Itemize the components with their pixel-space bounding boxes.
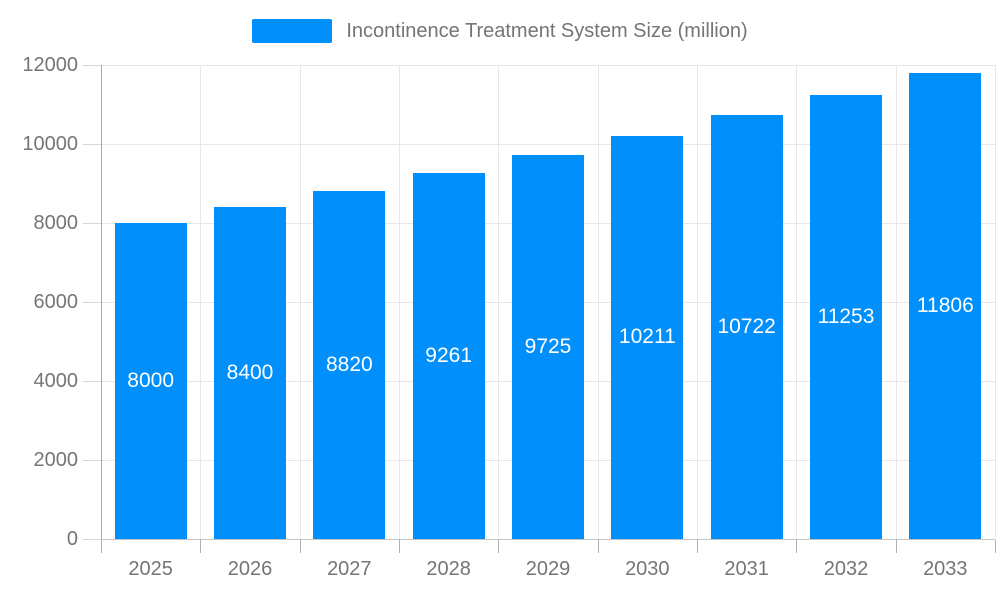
y-axis-label: 10000 [22,133,78,155]
y-axis-label: 8000 [33,212,79,234]
x-axis-label: 2032 [823,558,869,580]
y-gridline [101,65,995,66]
bar-value-label: 8820 [325,352,373,376]
x-tick [498,540,500,553]
legend-swatch-icon [252,19,333,43]
legend-label: Incontinence Treatment System Size (mill… [346,19,748,42]
y-axis-label: 0 [66,528,78,550]
bar[interactable] [214,207,286,539]
x-axis-line [101,539,995,540]
y-axis-label: 12000 [22,54,78,76]
x-gridline [597,65,599,539]
y-tick [83,144,101,145]
y-axis-label: 4000 [33,370,79,392]
y-tick [83,381,101,382]
y-tick [83,223,101,224]
x-gridline [299,65,301,539]
x-axis-label: 2029 [525,558,571,580]
x-tick [299,540,301,553]
bar-value-label: 9725 [524,334,572,358]
bar[interactable] [611,135,684,539]
x-tick [895,540,897,553]
bar-value-label: 10211 [618,325,676,349]
y-tick [83,539,101,540]
legend-item[interactable]: Incontinence Treatment System Size (mill… [252,19,748,43]
x-gridline [200,65,202,539]
y-tick [83,302,101,303]
x-tick [796,540,798,553]
x-axis-label: 2031 [724,558,769,580]
x-axis-label: 2026 [227,558,273,580]
bar[interactable] [114,223,187,539]
y-axis-line [101,65,102,540]
bar[interactable] [512,154,584,539]
x-axis-label: 2028 [426,558,471,580]
x-tick [697,540,698,553]
x-axis-label: 2025 [128,558,173,580]
bar[interactable] [710,115,783,539]
bar[interactable] [909,72,982,539]
x-gridline [697,65,698,539]
y-axis-label: 6000 [33,291,79,313]
y-axis-label: 2000 [33,449,79,471]
x-gridline [995,65,996,539]
x-axis-label: 2027 [327,558,372,580]
bar-value-label: 8400 [226,361,274,385]
bar-value-label: 10722 [717,315,776,339]
bar-value-label: 11806 [916,293,974,317]
x-tick [399,540,400,553]
x-gridline [399,65,400,539]
y-gridline [101,144,995,145]
x-tick [597,540,599,553]
x-tick [995,540,996,553]
y-tick [83,460,101,461]
x-tick [101,540,102,553]
legend: Incontinence Treatment System Size (mill… [0,17,1000,45]
x-gridline [498,65,500,539]
x-axis-label: 2033 [923,558,968,580]
bar-value-label: 11253 [817,304,875,328]
bar[interactable] [412,173,485,539]
y-tick [83,65,101,66]
bar-value-label: 9261 [425,344,473,368]
bar-value-label: 8000 [127,369,175,392]
x-gridline [895,65,897,539]
x-tick [200,540,202,553]
bar[interactable] [313,190,386,539]
x-gridline [796,65,798,539]
x-axis-label: 2030 [625,558,670,580]
bar[interactable] [810,94,882,539]
